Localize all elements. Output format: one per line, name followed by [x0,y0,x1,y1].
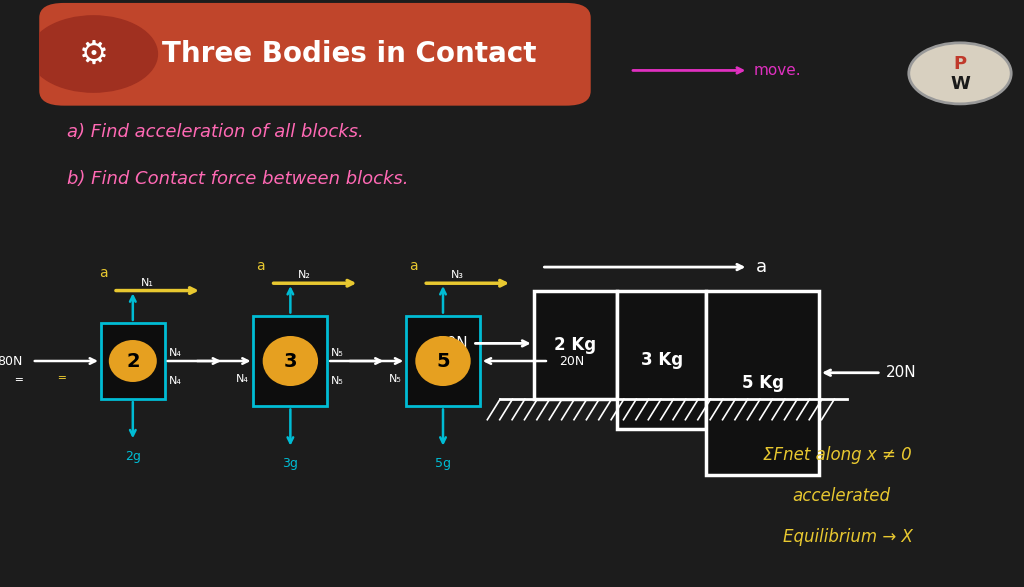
Text: a: a [410,259,418,272]
Text: N₃: N₃ [451,270,464,281]
Text: 2 Kg: 2 Kg [554,336,597,354]
Text: 80N: 80N [437,336,468,351]
Text: 2g: 2g [125,450,140,463]
Circle shape [908,43,1011,104]
Text: Equilibrium → X: Equilibrium → X [782,528,912,546]
Text: N₂: N₂ [298,270,311,281]
Text: b) Find Contact force between blocks.: b) Find Contact force between blocks. [67,170,409,188]
Text: a) Find acceleration of all blocks.: a) Find acceleration of all blocks. [67,123,364,141]
Text: 5: 5 [436,352,450,370]
Bar [254,316,328,407]
Text: ΣFnet along x ≠ 0: ΣFnet along x ≠ 0 [763,446,911,464]
Text: W: W [950,75,970,93]
Ellipse shape [416,336,471,386]
Text: 80N: 80N [0,355,23,367]
Text: a: a [756,258,767,276]
Text: 2: 2 [126,352,139,370]
Text: ═: ═ [58,372,65,383]
Text: ⚙: ⚙ [79,38,109,70]
Bar [706,291,819,475]
Text: N₄: N₄ [236,374,249,384]
FancyBboxPatch shape [39,3,591,106]
Text: N₄: N₄ [169,376,181,386]
Bar [617,291,706,429]
Ellipse shape [109,340,157,382]
Text: ═: ═ [15,373,23,384]
Bar [100,323,165,399]
Text: N₁: N₁ [140,278,154,288]
Text: 3 Kg: 3 Kg [641,350,683,369]
Text: P: P [953,55,967,73]
Text: 3: 3 [284,352,297,370]
Text: 3g: 3g [283,457,298,470]
Text: a: a [99,266,108,280]
Text: Three Bodies in Contact: Three Bodies in Contact [162,40,537,68]
Text: 5 Kg: 5 Kg [741,374,783,392]
Bar [534,291,617,399]
Text: N₄: N₄ [169,348,181,358]
Text: 20N: 20N [559,355,584,367]
Text: a: a [257,259,265,272]
Circle shape [30,16,158,92]
Text: 5g: 5g [435,457,451,470]
Ellipse shape [263,336,318,386]
Text: N₅: N₅ [331,348,344,358]
Text: 20N: 20N [886,365,916,380]
Text: move.: move. [754,63,801,78]
Text: N₅: N₅ [331,376,344,386]
Text: N₅: N₅ [388,374,401,384]
Bar [407,316,480,407]
Text: accelerated: accelerated [793,487,891,505]
